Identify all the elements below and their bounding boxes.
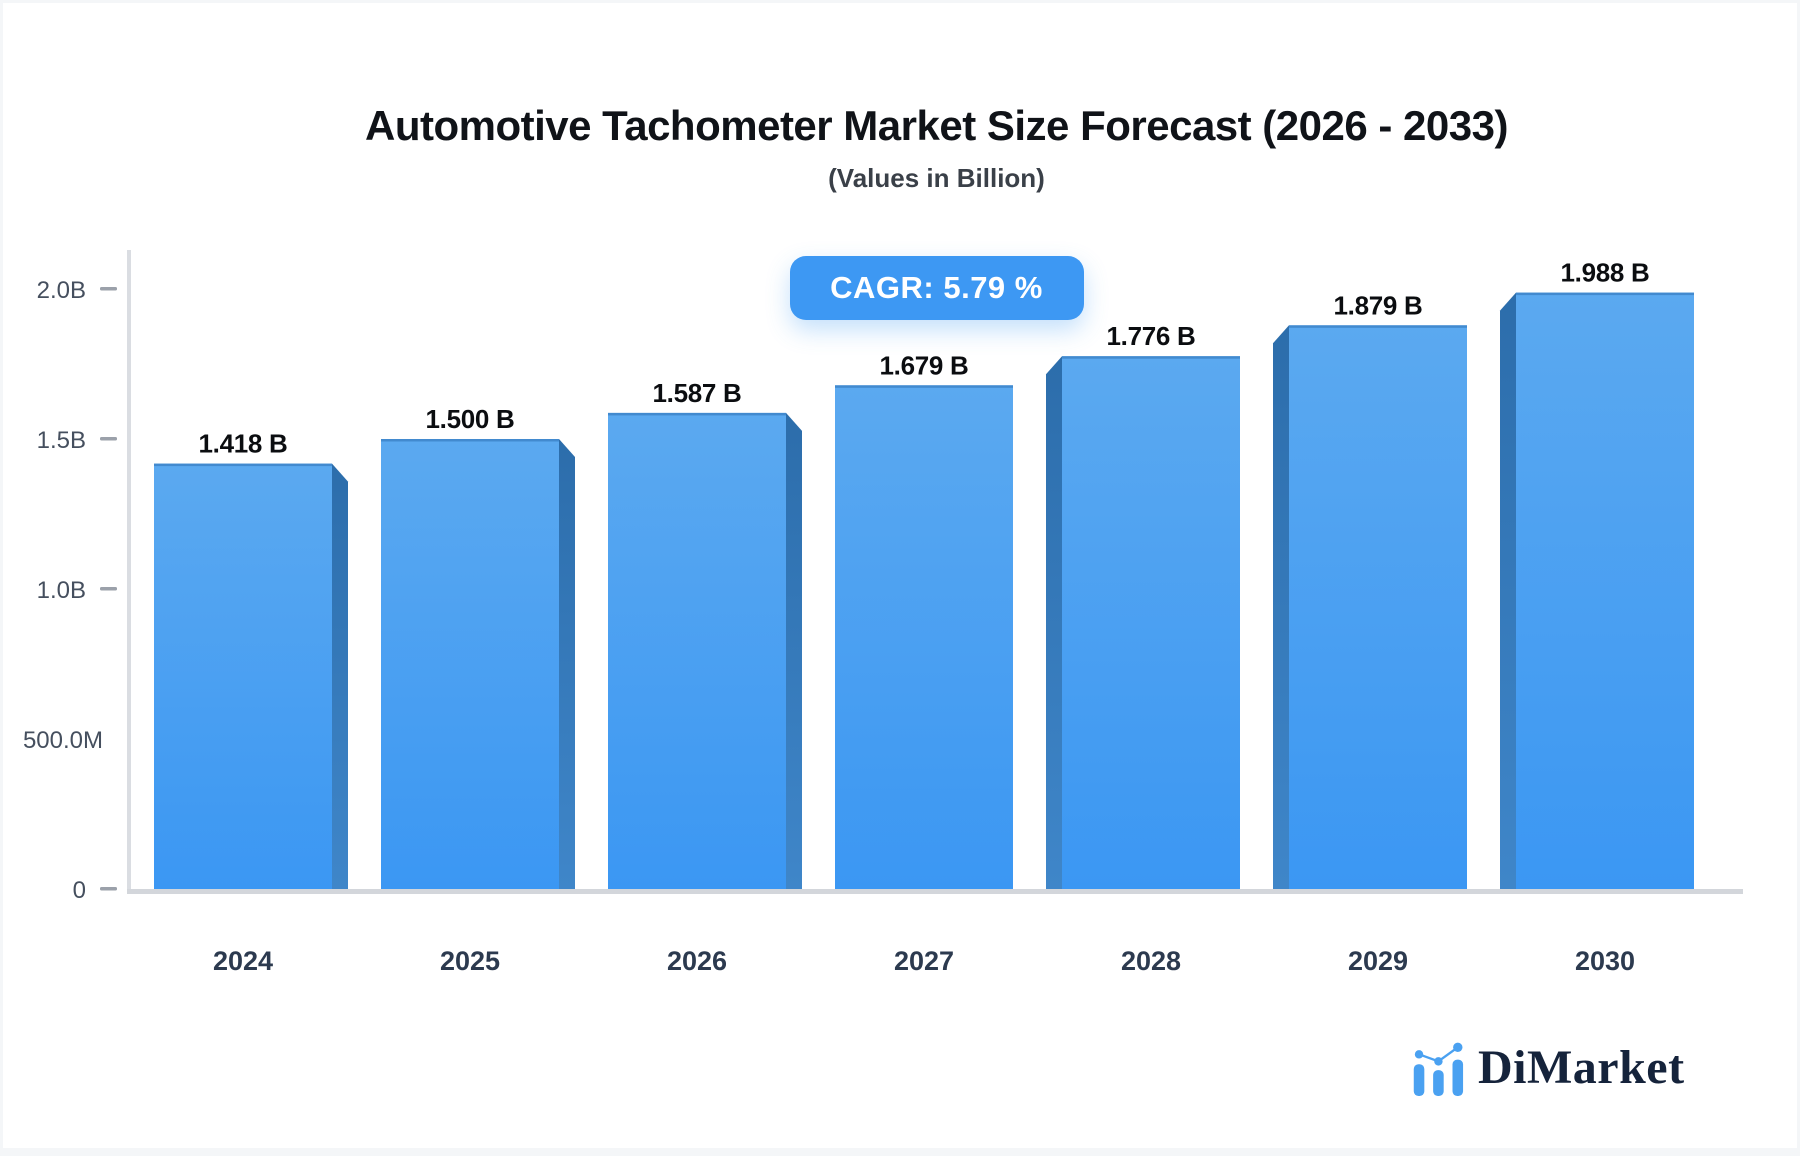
bar-top-edge: [835, 385, 1013, 388]
x-axis-label: 2026: [667, 946, 727, 976]
chart-title: Automotive Tachometer Market Size Foreca…: [365, 102, 1508, 149]
brand-logo-text: DiMarket: [1478, 1041, 1685, 1094]
x-axis-line: [127, 889, 1743, 894]
bar-side-face: [332, 463, 348, 889]
x-axis-label: 2028: [1121, 946, 1181, 976]
y-axis-line: [127, 250, 131, 889]
chart-subtitle: (Values in Billion): [828, 163, 1045, 193]
bar-value-label: 1.679 B: [880, 350, 969, 380]
x-axis-label: 2025: [440, 946, 500, 976]
bar-top-edge: [1289, 325, 1467, 328]
y-axis-tick: [100, 437, 117, 441]
bar-group-2025: 1.500 B 2025: [381, 404, 575, 976]
y-axis-label: 2.0B: [37, 277, 86, 304]
bar-side-face: [1500, 292, 1516, 890]
bar-front-face: [1062, 356, 1240, 889]
bar-top-edge: [1516, 292, 1694, 296]
y-axis-label: 1.5B: [37, 427, 86, 454]
bar-value-label: 1.500 B: [426, 404, 515, 434]
y-axis-label: 1.0B: [37, 577, 86, 604]
bar-side-face: [1046, 356, 1062, 889]
bar-side-face: [1273, 325, 1289, 889]
y-axis-tick: [100, 887, 117, 891]
y-axis-tick: [100, 287, 117, 291]
bar-front-face: [381, 439, 559, 889]
bar-side-face: [786, 412, 802, 889]
bar-front-face: [835, 385, 1013, 889]
bar-front-face: [1289, 325, 1467, 889]
y-axis-tick: [100, 587, 117, 591]
x-axis-label: 2027: [894, 946, 954, 976]
brand-logo: DiMarket: [1412, 1040, 1685, 1096]
bar-value-label: 1.879 B: [1334, 290, 1423, 320]
bar-value-label: 1.587 B: [653, 378, 742, 408]
y-axis-label: 500.0M: [23, 727, 103, 754]
chart-header: Automotive Tachometer Market Size Foreca…: [130, 0, 1743, 320]
bar-line-chart-icon: [1413, 1042, 1464, 1096]
bar-top-edge: [608, 412, 786, 416]
bar-group-2028: 1.776 B 2028: [1046, 321, 1240, 976]
x-axis-label: 2030: [1575, 946, 1635, 976]
bar-value-label: 1.988 B: [1561, 258, 1650, 288]
bar-group-2026: 1.587 B 2026: [608, 378, 802, 976]
bar-top-edge: [381, 439, 559, 442]
y-axis-label: 0: [73, 877, 86, 904]
bar-group-2030: 1.988 B 2030: [1500, 258, 1694, 976]
bar-group-2029: 1.879 B 2029: [1273, 290, 1467, 976]
bar-front-face: [154, 463, 332, 889]
bar-top-edge: [154, 463, 332, 467]
bar-value-label: 1.776 B: [1107, 321, 1196, 351]
bar-front-face: [608, 412, 786, 889]
bar-value-label: 1.418 B: [199, 429, 288, 459]
bar-group-2024: 1.418 B 2024: [154, 429, 348, 976]
x-axis-label: 2029: [1348, 946, 1408, 976]
cagr-badge: CAGR: 5.79 %: [789, 256, 1084, 320]
bar-top-edge: [1062, 356, 1240, 359]
x-axis-label: 2024: [213, 946, 273, 976]
bar-side-face: [559, 439, 575, 889]
bar-group-2027: 1.679 B 2027: [835, 350, 1013, 976]
bar-front-face: [1516, 292, 1694, 890]
